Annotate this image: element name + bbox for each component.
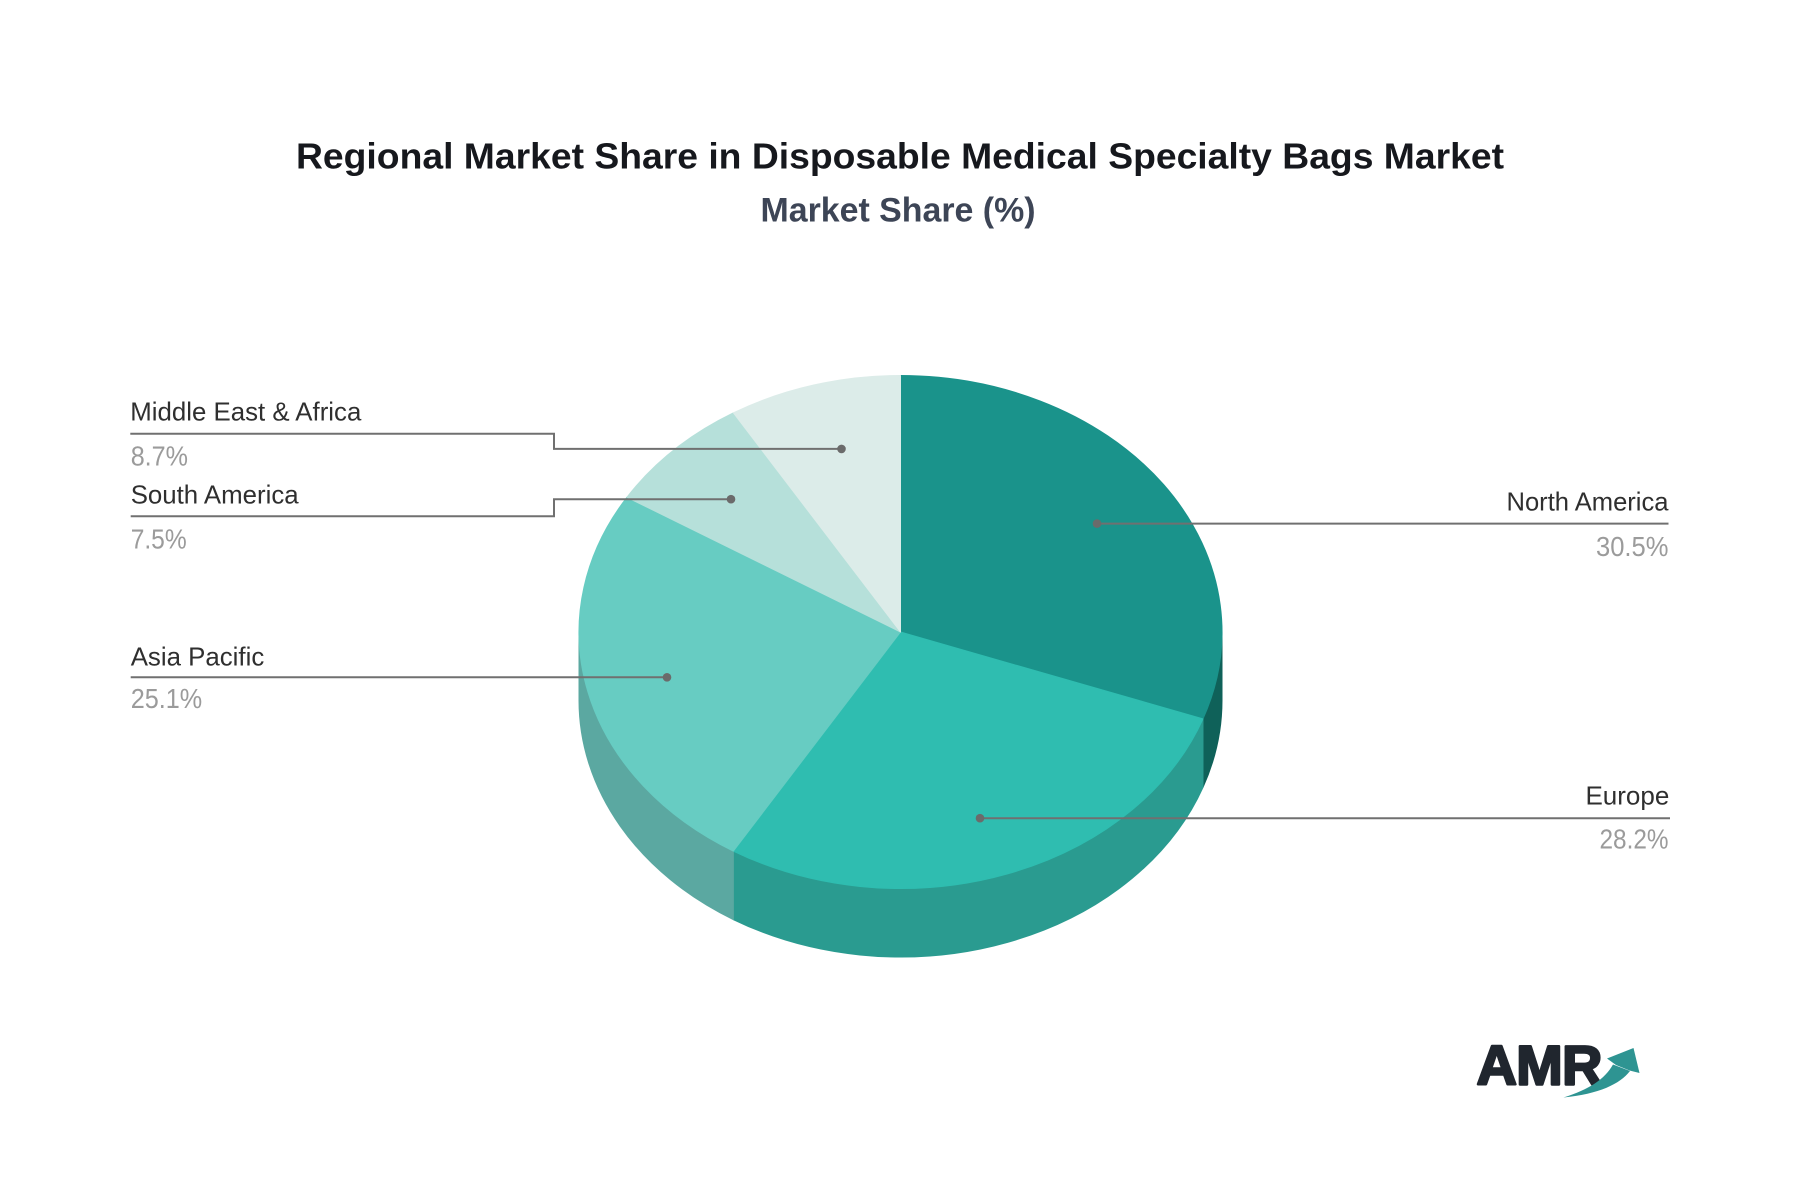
svg-text:25.1%: 25.1% [131, 683, 203, 714]
svg-text:Market Share (%): Market Share (%) [761, 192, 1036, 230]
svg-text:South America: South America [131, 479, 299, 509]
svg-text:Europe: Europe [1585, 781, 1669, 811]
svg-text:8.7%: 8.7% [131, 440, 188, 471]
svg-text:7.5%: 7.5% [131, 524, 187, 555]
svg-text:28.2%: 28.2% [1600, 824, 1669, 855]
svg-text:Asia Pacific: Asia Pacific [131, 642, 265, 672]
svg-text:30.5%: 30.5% [1596, 531, 1669, 562]
svg-text:North America: North America [1507, 487, 1670, 517]
svg-text:AMR: AMR [1477, 1033, 1602, 1096]
svg-text:Regional Market Share in Dispo: Regional Market Share in Disposable Medi… [296, 135, 1504, 176]
svg-text:Middle East & Africa: Middle East & Africa [130, 397, 362, 427]
